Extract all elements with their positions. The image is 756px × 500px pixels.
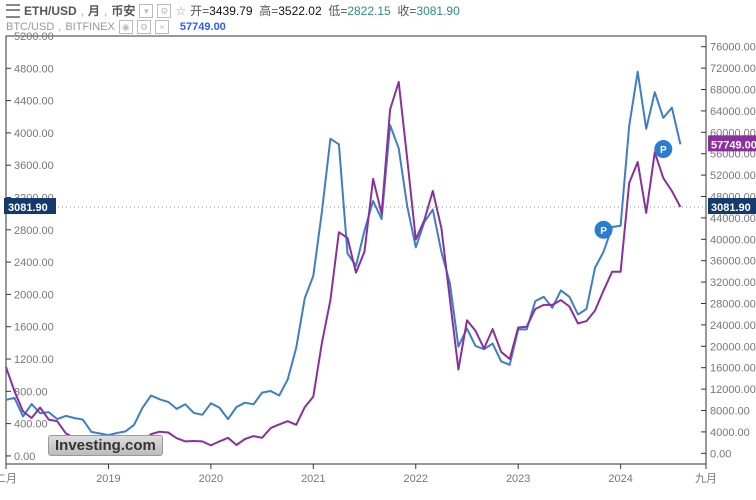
y-left-tick-label: 0.00 xyxy=(14,451,35,463)
x-tick-label: 2021 xyxy=(301,473,325,485)
x-tick-label: 九月 xyxy=(695,472,717,485)
y-left-tick-label: 1200.00 xyxy=(14,354,54,366)
y-left-tick-label: 2800.00 xyxy=(14,225,54,237)
chart-header-row1: ETH/USD, 月, 币安 ▾ ⚙ ☆ 开=3439.79 高=3522.02… xyxy=(6,2,460,19)
right-price-tag-btc-text: 57749.00 xyxy=(711,139,756,151)
y-right-tick-label: 40000.00 xyxy=(710,234,756,246)
series-btc[interactable] xyxy=(6,72,680,435)
p-badge-text: P xyxy=(660,145,667,156)
watermark-logo: Investing.com xyxy=(48,435,163,456)
y-right-tick-label: 24000.00 xyxy=(710,320,756,332)
y-left-tick-label: 3600.00 xyxy=(14,160,54,172)
y-left-tick-label: 400.00 xyxy=(14,419,48,431)
y-right-tick-label: 16000.00 xyxy=(710,363,756,375)
y-left-tick-label: 2000.00 xyxy=(14,289,54,301)
y-left-tick-label: 4800.00 xyxy=(14,63,54,75)
y-right-tick-label: 28000.00 xyxy=(710,299,756,311)
y-right-tick-label: 64000.00 xyxy=(710,106,756,118)
secondary-price: 57749.00 xyxy=(180,21,226,33)
y-right-tick-label: 72000.00 xyxy=(710,63,756,75)
x-tick-label: 2020 xyxy=(199,473,223,485)
interval-label[interactable]: 月 xyxy=(88,2,100,19)
gear-icon[interactable]: ⚙ xyxy=(137,20,151,34)
settings-icon[interactable]: ⚙ xyxy=(157,4,171,18)
ohlc-display: 开=3439.79 高=3522.02 低=2822.15 收=3081.90 xyxy=(190,2,460,19)
p-badge-text: P xyxy=(600,226,607,237)
menu-icon[interactable] xyxy=(6,4,20,18)
y-right-tick-label: 76000.00 xyxy=(710,42,756,54)
chart-svg[interactable]: 0.00 400.00 800.00 1200.00 1600.00 2000.00 240… xyxy=(0,0,756,500)
primary-symbol[interactable]: ETH/USD xyxy=(24,4,77,18)
y-right-tick-label: 44000.00 xyxy=(710,213,756,225)
secondary-symbol[interactable]: BTC/USD xyxy=(6,21,54,33)
y-left-tick-label: 1600.00 xyxy=(14,322,54,334)
chart-container: ETH/USD, 月, 币安 ▾ ⚙ ☆ 开=3439.79 高=3522.02… xyxy=(0,0,756,500)
y-right-tick-label: 8000.00 xyxy=(710,406,750,418)
y-right-tick-label: 20000.00 xyxy=(710,341,756,353)
y-right-tick-label: 12000.00 xyxy=(710,384,756,396)
secondary-exchange[interactable]: BITFINEX xyxy=(65,21,115,33)
y-right-tick-label: 4000.00 xyxy=(710,427,750,439)
y-right-tick-label: 52000.00 xyxy=(710,170,756,182)
dropdown-icon[interactable]: ▾ xyxy=(139,4,153,18)
series-eth[interactable] xyxy=(6,82,680,447)
x-tick-label: 2024 xyxy=(608,473,632,485)
y-right-tick-label: 36000.00 xyxy=(710,256,756,268)
star-icon[interactable]: ☆ xyxy=(175,4,186,18)
y-left-tick-label: 800.00 xyxy=(14,386,48,398)
y-right-tick-label: 68000.00 xyxy=(710,85,756,97)
eye-icon[interactable]: ◉ xyxy=(119,20,133,34)
x-tick-label: 二月 xyxy=(0,473,17,485)
y-left-tick-label: 4400.00 xyxy=(14,96,54,108)
x-tick-label: 2022 xyxy=(404,473,428,485)
y-left-tick-label: 2400.00 xyxy=(14,257,54,269)
exchange-label[interactable]: 币安 xyxy=(111,2,135,19)
plot-border xyxy=(6,36,706,464)
y-right-tick-label: 32000.00 xyxy=(710,277,756,289)
y-left-tick-label: 4000.00 xyxy=(14,128,54,140)
x-tick-label: 2019 xyxy=(96,473,120,485)
left-price-tag-text: 3081.90 xyxy=(8,202,48,214)
right-price-tag-eth-text: 3081.90 xyxy=(711,202,751,214)
close-icon[interactable]: × xyxy=(155,20,169,34)
y-right-tick-label: 0.00 xyxy=(710,448,731,460)
chart-header-row2: BTC/USD, BITFINEX ◉ ⚙ × 57749.00 xyxy=(6,20,226,34)
x-tick-label: 2023 xyxy=(506,473,530,485)
